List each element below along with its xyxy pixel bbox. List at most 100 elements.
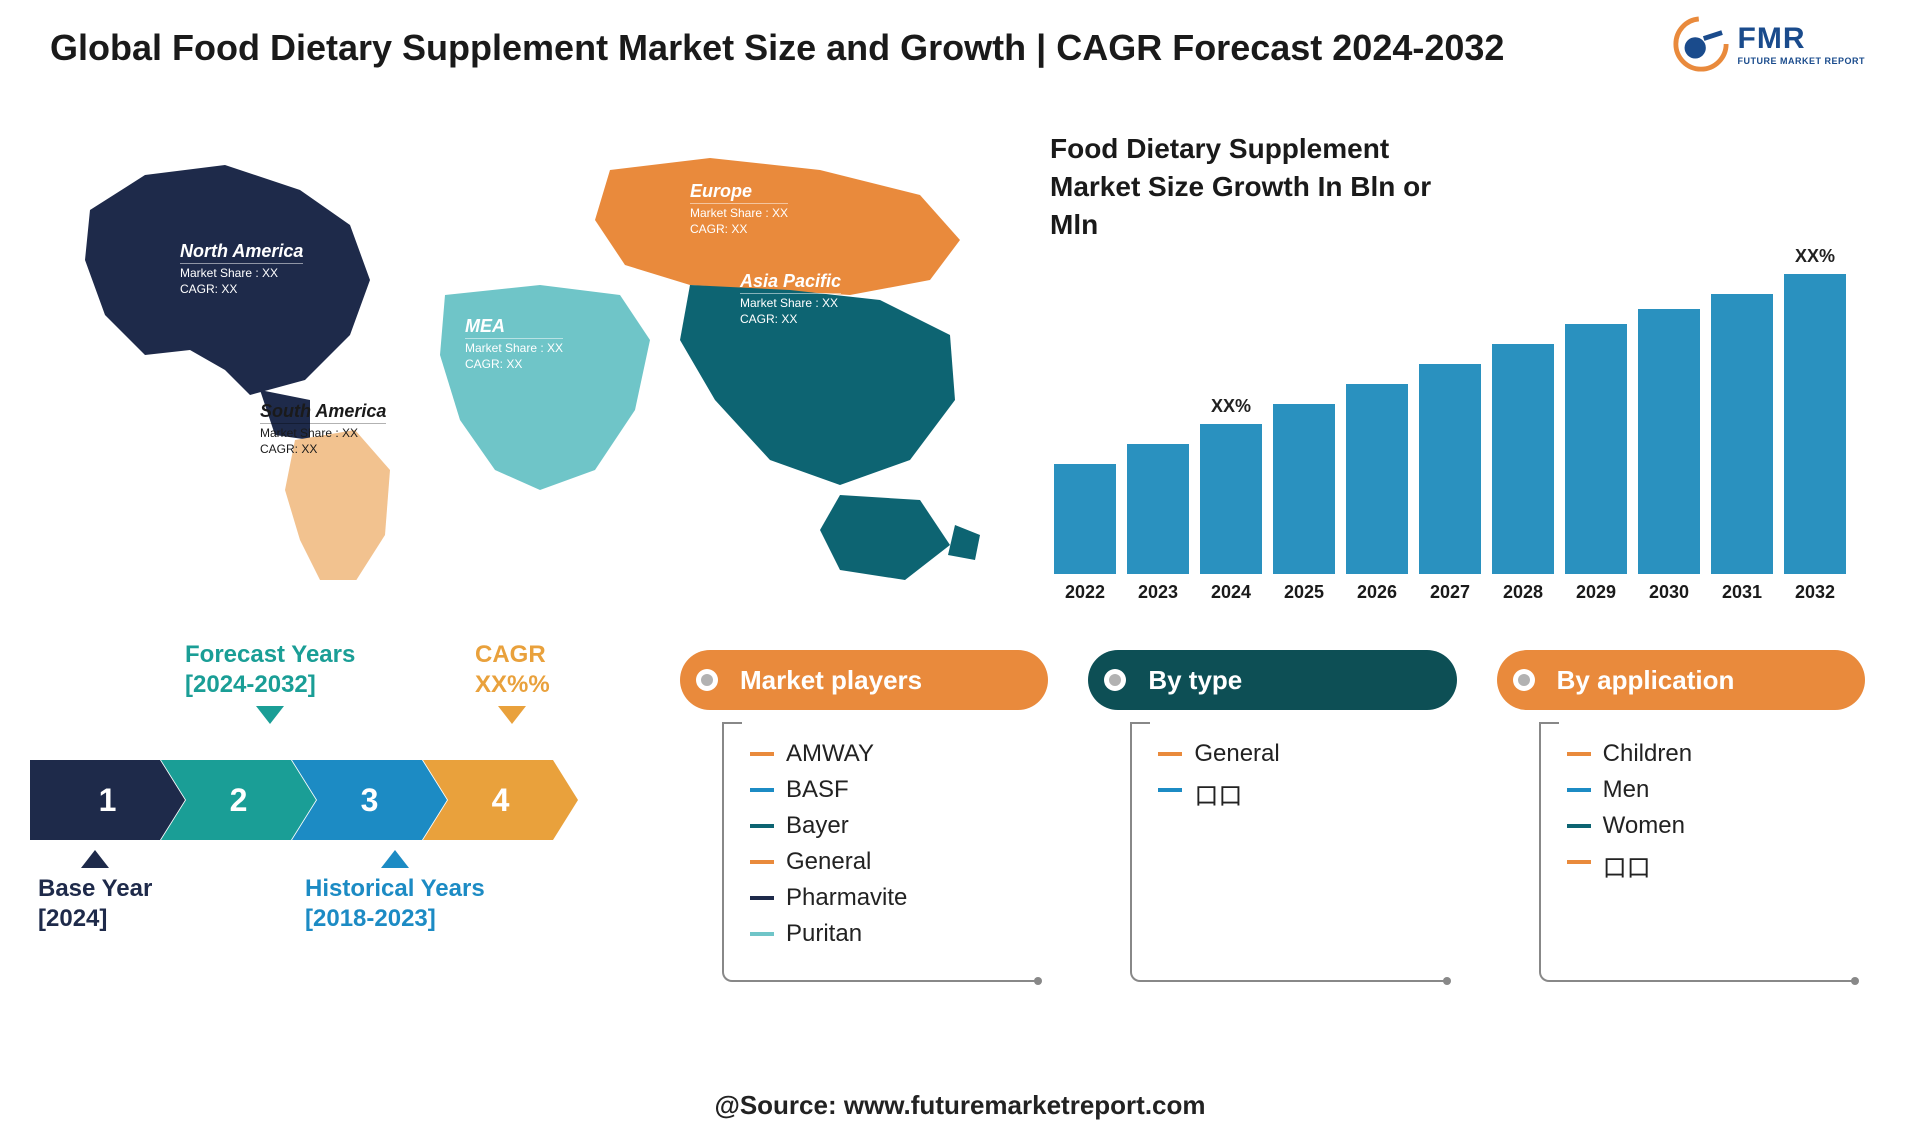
chevron-number: 1 [99, 782, 117, 819]
timeline-label-sub: [2024] [38, 904, 152, 934]
category-column: By application Children Men Women 口口 [1497, 650, 1865, 956]
category-list-item: Bayer [750, 812, 1048, 840]
category-list: General 口口 [1158, 740, 1456, 811]
chart-canvas: 20222023XX%20242025202620272028202920302… [1050, 253, 1850, 603]
bar-year-label: 2032 [1795, 582, 1835, 603]
bar [1638, 309, 1700, 574]
bar-wrap: XX% 2024 [1200, 424, 1262, 603]
bullet-icon [750, 896, 774, 900]
chevron-number: 4 [492, 782, 510, 819]
bullet-icon [1567, 752, 1591, 756]
chevron-number: 3 [361, 782, 379, 819]
region-name: MEA [465, 315, 563, 338]
category-pill: By type [1088, 650, 1456, 710]
timeline-chevron: 4 [423, 760, 578, 840]
bar-year-label: 2024 [1211, 582, 1251, 603]
region-cagr: CAGR: XX [740, 312, 841, 328]
page-title-area: Global Food Dietary Supplement Market Si… [50, 25, 1700, 72]
category-columns: Market playersAMWAYBASFBayerGeneralPharm… [680, 650, 1865, 956]
region-cagr: CAGR: XX [180, 282, 303, 298]
bar-year-label: 2023 [1138, 582, 1178, 603]
timeline-arrow-icon [256, 706, 284, 724]
bar-wrap: 2030 [1638, 309, 1700, 603]
category-column: By type General 口口 [1088, 650, 1456, 956]
category-pill: Market players [680, 650, 1048, 710]
bar [1054, 464, 1116, 574]
bullet-icon [750, 788, 774, 792]
bullet-icon [750, 752, 774, 756]
bullet-icon [750, 824, 774, 828]
timeline-label-sub: XX%% [475, 670, 550, 700]
chart-title: Food Dietary Supplement Market Size Grow… [1050, 130, 1470, 243]
region-share: Market Share : XX [690, 203, 788, 222]
category-list-item: AMWAY [750, 740, 1048, 768]
timeline-chevrons: 1234 [30, 760, 578, 840]
bar [1273, 404, 1335, 574]
timeline-label-title: Base Year [38, 874, 152, 904]
bullet-icon [750, 932, 774, 936]
logo-text-main: FMR [1738, 22, 1866, 56]
bullet-icon [750, 860, 774, 864]
region-name: Europe [690, 180, 788, 203]
region-label-sa: South AmericaMarket Share : XXCAGR: XX [260, 400, 386, 458]
category-list: Children Men Women 口口 [1567, 740, 1865, 883]
bar: XX% [1200, 424, 1262, 574]
bullet-icon [1158, 788, 1182, 792]
timeline-arrow-icon [498, 706, 526, 724]
category-list-item: Children [1567, 740, 1865, 768]
timeline-label-title: Historical Years [305, 874, 485, 904]
bar-wrap: 2023 [1127, 444, 1189, 603]
logo-text-sub: FUTURE MARKET REPORT [1738, 56, 1866, 66]
bar [1419, 364, 1481, 574]
bullet-icon [1567, 860, 1591, 864]
bar [1346, 384, 1408, 574]
growth-bar-chart: Food Dietary Supplement Market Size Grow… [1050, 130, 1870, 590]
category-list-item: Women [1567, 812, 1865, 840]
timeline-label: Historical Years[2018-2023] [305, 850, 485, 934]
region-label-na: North AmericaMarket Share : XXCAGR: XX [180, 240, 303, 298]
category-list-item: 口口 [1567, 848, 1865, 883]
bar-wrap: 2026 [1346, 384, 1408, 603]
timeline-arrow-icon [81, 850, 109, 868]
bar [1711, 294, 1773, 574]
bar-wrap: 2025 [1273, 404, 1335, 603]
category-list-item: General [750, 848, 1048, 876]
bar-wrap: 2022 [1054, 464, 1116, 603]
source-attribution: @Source: www.futuremarketreport.com [0, 1090, 1920, 1121]
region-label-mea: MEAMarket Share : XXCAGR: XX [465, 315, 563, 373]
world-map: North AmericaMarket Share : XXCAGR: XX So… [50, 140, 990, 580]
region-cagr: CAGR: XX [690, 222, 788, 238]
category-pill: By application [1497, 650, 1865, 710]
timeline-label: CAGRXX%% [475, 640, 550, 724]
region-share: Market Share : XX [465, 338, 563, 357]
bar [1492, 344, 1554, 574]
fmr-logo: FMR FUTURE MARKET REPORT [1672, 15, 1866, 73]
category-list-item: 口口 [1158, 776, 1456, 811]
timeline-label-sub: [2024-2032] [185, 670, 355, 700]
timeline-label-title: CAGR [475, 640, 550, 670]
bar-year-label: 2030 [1649, 582, 1689, 603]
bar-wrap: 2027 [1419, 364, 1481, 603]
bar-year-label: 2029 [1576, 582, 1616, 603]
bullet-icon [1567, 788, 1591, 792]
category-list-item: Pharmavite [750, 884, 1048, 912]
region-share: Market Share : XX [180, 263, 303, 282]
bar-year-label: 2031 [1722, 582, 1762, 603]
bar-year-label: 2027 [1430, 582, 1470, 603]
region-name: South America [260, 400, 386, 423]
category-list-item: Men [1567, 776, 1865, 804]
timeline-label: Base Year[2024] [38, 850, 152, 934]
bar-year-label: 2025 [1284, 582, 1324, 603]
bar-wrap: 2029 [1565, 324, 1627, 603]
bar-wrap: 2031 [1711, 294, 1773, 603]
category-list-item: General [1158, 740, 1456, 768]
bar-year-label: 2022 [1065, 582, 1105, 603]
bar: XX% [1784, 274, 1846, 574]
region-share: Market Share : XX [260, 423, 386, 442]
timeline-label-title: Forecast Years [185, 640, 355, 670]
region-cagr: CAGR: XX [465, 357, 563, 373]
fmr-logo-icon [1672, 15, 1730, 73]
bar-wrap: XX% 2032 [1784, 274, 1846, 603]
bar [1565, 324, 1627, 574]
category-list-item: Puritan [750, 920, 1048, 948]
